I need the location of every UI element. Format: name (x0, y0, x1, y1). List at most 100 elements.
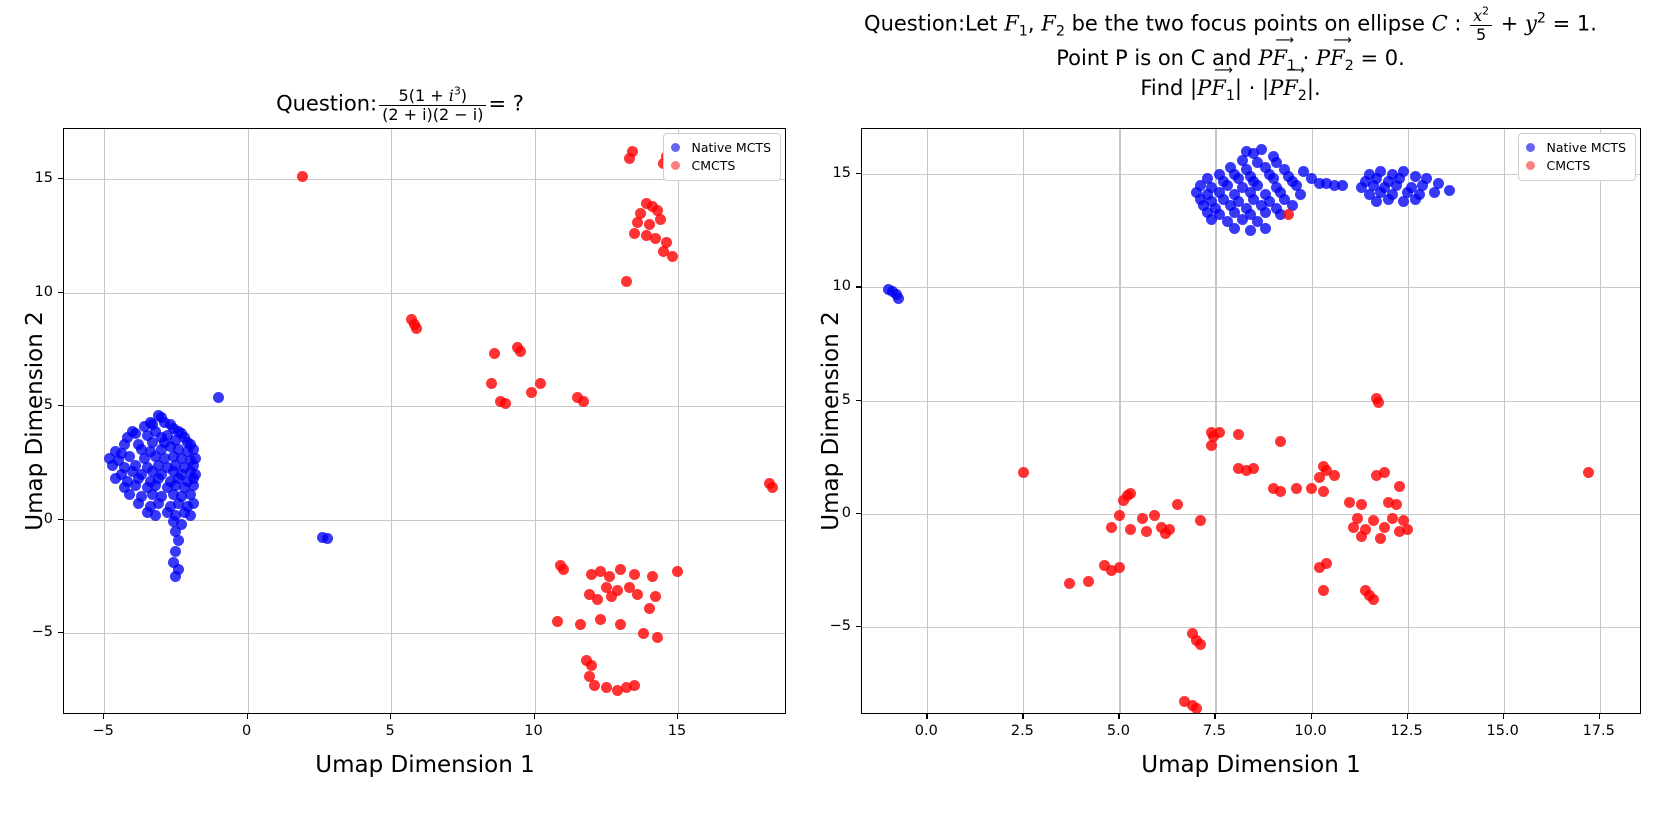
scatter-point (150, 509, 162, 521)
line3-lead: Find | (1140, 75, 1198, 100)
scatter-point (1213, 168, 1225, 180)
title-fraction: 5(1 + i3) (2 + i)(2 − i) (379, 86, 487, 124)
scatter-point (1421, 173, 1433, 185)
scatter-point (1379, 521, 1391, 533)
scatter-point (1382, 193, 1394, 205)
scatter-point (1375, 533, 1387, 545)
scatter-point (158, 452, 170, 464)
scatter-point (1017, 467, 1029, 479)
scatter-point (1209, 202, 1221, 214)
scatter-point (144, 500, 156, 512)
scatter-point (1194, 514, 1206, 526)
xtick-mark (1118, 714, 1120, 719)
scatter-point (153, 498, 165, 510)
scatter-point (161, 482, 173, 494)
scatter-point (167, 557, 179, 569)
scatter-point (1317, 585, 1329, 597)
scatter-point (124, 450, 136, 462)
legend-swatch-cmcts (671, 161, 681, 171)
xtick-mark (390, 714, 392, 719)
title-line-3: Find | ⟶ PF1| · | ⟶ PF2|. (800, 64, 1661, 103)
scatter-point (118, 439, 130, 451)
gridline-vertical (927, 129, 929, 713)
xtick-mark (1310, 714, 1312, 719)
scatter-point (632, 216, 644, 228)
gridline-horizontal (64, 633, 785, 635)
xtick-mark (1406, 714, 1408, 719)
scatter-point (1125, 523, 1137, 535)
scatter-point (1359, 523, 1371, 535)
scatter-point (1275, 209, 1287, 221)
ytick-mark (58, 632, 63, 634)
scatter-point (586, 659, 598, 671)
gridline-vertical (1023, 129, 1025, 713)
scatter-point (1348, 521, 1360, 533)
gridline-vertical (1503, 129, 1505, 713)
scatter-point (623, 153, 635, 165)
legend-swatch-cmcts (1526, 161, 1536, 171)
gridline-vertical (1119, 129, 1121, 713)
ytick-label: 10 (34, 283, 53, 300)
scatter-point (1409, 193, 1421, 205)
fraction-numerator: 5(1 + i3) (379, 86, 486, 105)
line1-plus: + (1494, 11, 1525, 36)
scatter-point (643, 602, 655, 614)
scatter-point (661, 237, 672, 249)
ytick-label: 5 (841, 391, 851, 408)
scatter-point (580, 654, 592, 666)
line2-pf2: PF (1316, 45, 1345, 70)
scatter-point (1206, 195, 1218, 207)
scatter-point (1221, 216, 1233, 228)
scatter-point (181, 475, 193, 487)
xtick-label: 2.5 (1010, 723, 1034, 739)
scatter-point (1267, 483, 1279, 495)
scatter-point (138, 452, 150, 464)
scatter-point (672, 566, 684, 578)
scatter-point (184, 466, 196, 478)
scatter-point (1063, 578, 1075, 590)
scatter-point (629, 227, 641, 239)
scatter-point (583, 670, 595, 682)
scatter-point (500, 398, 512, 410)
gridline-horizontal (64, 178, 785, 181)
scatter-point (1240, 202, 1252, 214)
scatter-point (488, 348, 500, 360)
scatter-point (1367, 594, 1379, 606)
title-line-1: Question:Let F1, F2 be the two focus poi… (800, 6, 1661, 44)
scatter-point (1259, 161, 1271, 173)
ellipse-y-exponent: 2 (1536, 10, 1546, 27)
scatter-point (485, 377, 497, 389)
scatter-point (1363, 168, 1375, 180)
scatter-point (118, 461, 130, 473)
line2-dot: · (1295, 45, 1316, 70)
scatter-point (147, 489, 159, 501)
scatter-point (1398, 514, 1410, 526)
scatter-point (110, 446, 122, 458)
xtick-mark (533, 714, 535, 719)
scatter-point (1125, 487, 1137, 499)
scatter-point (1267, 150, 1279, 162)
xaxis-title-left: Umap Dimension 1 (315, 752, 535, 778)
scatter-point (1233, 195, 1245, 207)
scatter-point (170, 480, 182, 492)
scatter-point (612, 684, 624, 696)
ytick-mark (58, 291, 63, 293)
scatter-point (1313, 471, 1325, 483)
scatter-point (187, 459, 199, 471)
gridline-horizontal (64, 519, 785, 521)
scatter-point (1229, 207, 1241, 219)
scatter-point (141, 430, 153, 442)
scatter-point (167, 466, 179, 478)
scatter-point (1252, 216, 1264, 228)
title-suffix: = ? (488, 91, 524, 116)
scatter-point (1259, 207, 1271, 219)
scatter-point (638, 627, 650, 639)
scatter-point (158, 436, 170, 448)
scatter-point (170, 525, 182, 537)
scatter-point (158, 416, 170, 428)
xtick-mark (103, 714, 105, 719)
scatter-point (494, 396, 506, 408)
scatter-point (1336, 180, 1348, 192)
line3-end: |. (1306, 75, 1321, 100)
scatter-point (316, 532, 328, 544)
